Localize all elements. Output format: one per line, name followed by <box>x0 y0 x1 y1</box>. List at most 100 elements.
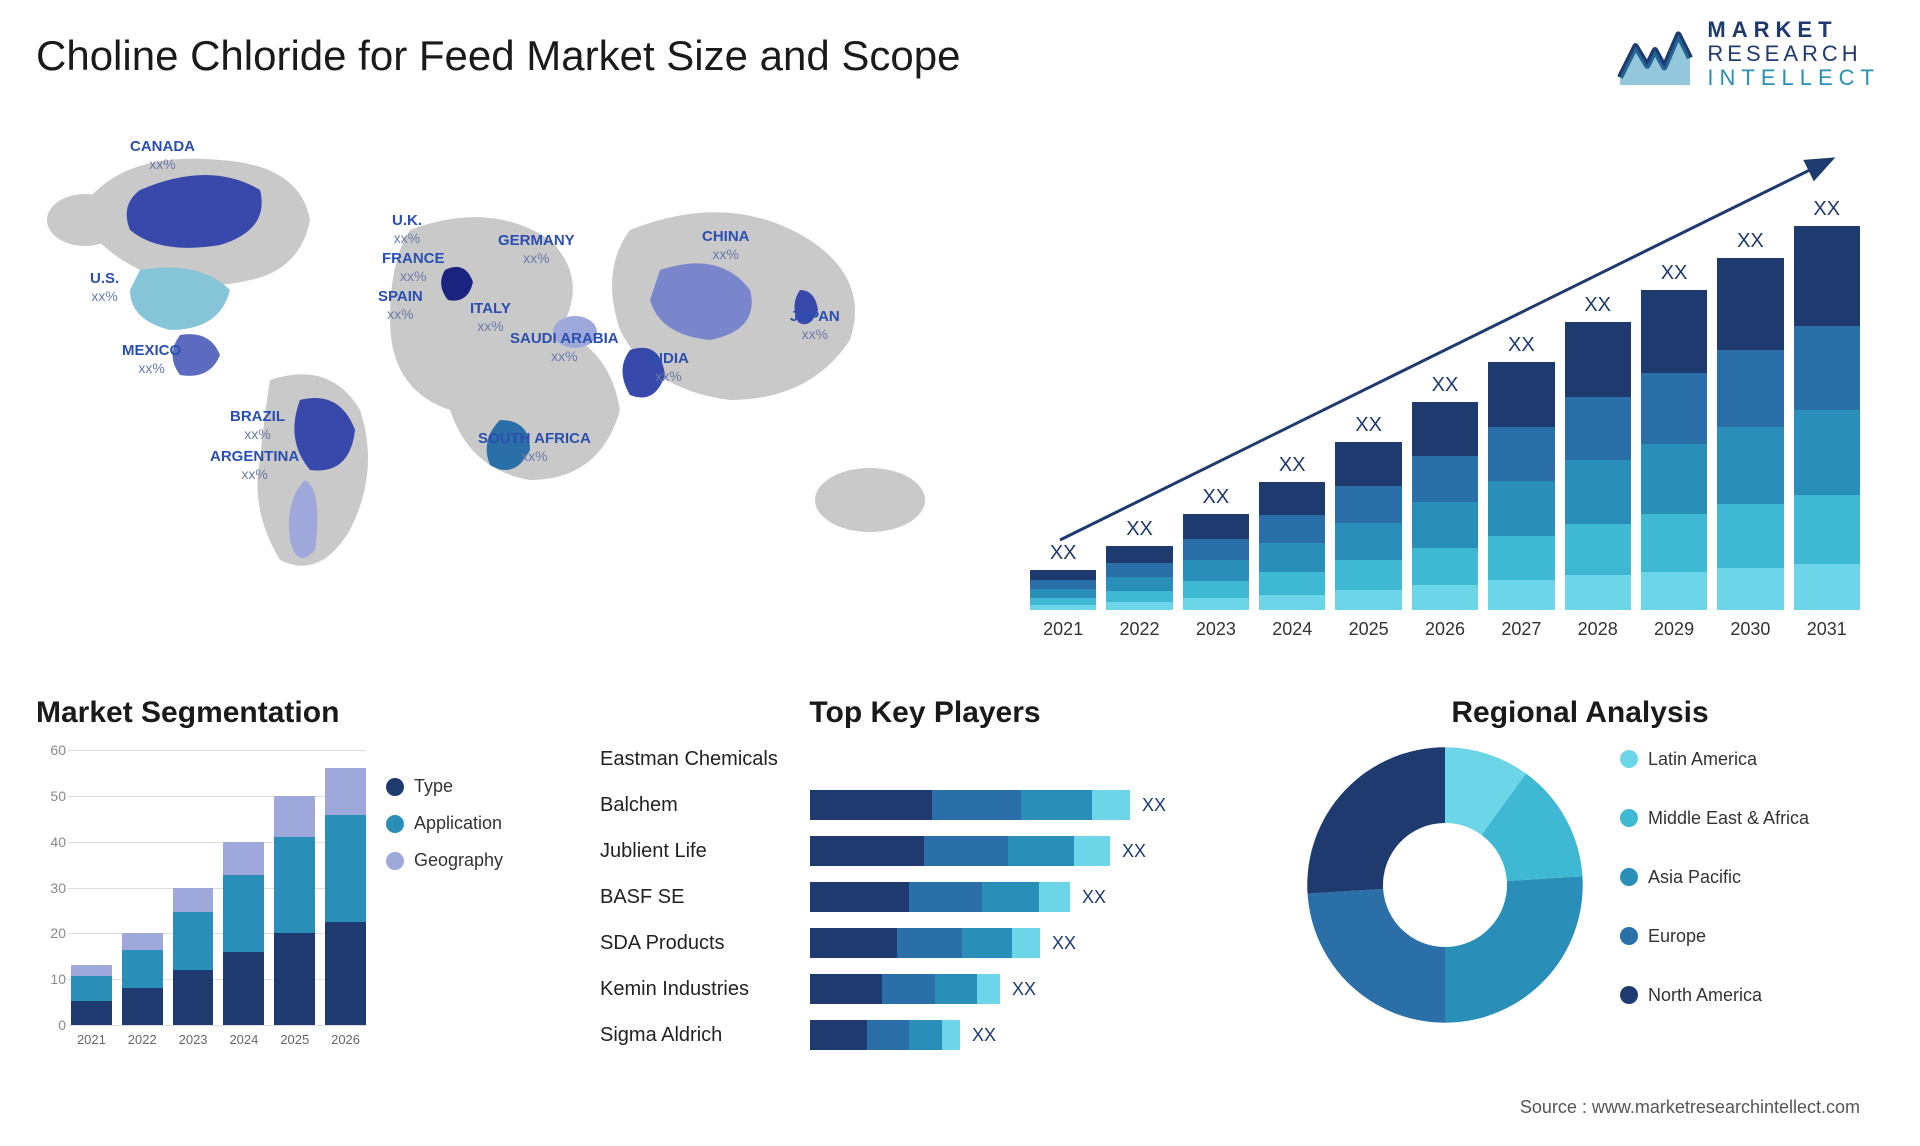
player-name: Sigma Aldrich <box>600 1024 810 1047</box>
player-bar <box>810 836 1110 866</box>
country-label: GERMANYxx% <box>498 232 575 267</box>
y-tick-label: 20 <box>36 925 66 941</box>
legend-item: Type <box>386 776 503 797</box>
bar-value-label: XX <box>1717 230 1783 253</box>
players-title: Top Key Players <box>600 696 1250 730</box>
main-bar: XX2029 <box>1641 290 1707 610</box>
region-legend-item: North America <box>1620 985 1809 1006</box>
player-value: XX <box>972 1025 996 1046</box>
player-value: XX <box>1082 887 1106 908</box>
player-name: Eastman Chemicals <box>600 748 810 771</box>
bar-value-label: XX <box>1106 518 1172 541</box>
main-bar: XX2025 <box>1335 442 1401 610</box>
main-bar-chart: XX2021XX2022XX2023XX2024XX2025XX2026XX20… <box>1030 140 1860 640</box>
bar-year-label: 2023 <box>1183 619 1249 640</box>
bar-value-label: XX <box>1030 542 1096 565</box>
bar-value-label: XX <box>1335 414 1401 437</box>
segmentation-panel: Market Segmentation 01020304050602021202… <box>36 696 556 1076</box>
bar-value-label: XX <box>1412 374 1478 397</box>
y-tick-label: 60 <box>36 742 66 758</box>
seg-bar: 2021 <box>71 965 112 1025</box>
seg-year-label: 2022 <box>122 1032 163 1047</box>
regional-legend: Latin AmericaMiddle East & AfricaAsia Pa… <box>1620 749 1809 1022</box>
player-row: Kemin IndustriesXX <box>600 970 1250 1008</box>
main-bar: XX2028 <box>1565 322 1631 610</box>
bar-value-label: XX <box>1641 262 1707 285</box>
segmentation-title: Market Segmentation <box>36 696 556 730</box>
country-label: SAUDI ARABIAxx% <box>510 330 619 365</box>
donut-slice <box>1307 747 1445 893</box>
bar-value-label: XX <box>1259 454 1325 477</box>
donut-slice <box>1445 876 1583 1022</box>
bar-year-label: 2021 <box>1030 619 1096 640</box>
country-label: FRANCExx% <box>382 250 445 285</box>
seg-year-label: 2026 <box>325 1032 366 1047</box>
bar-value-label: XX <box>1488 334 1554 357</box>
player-row: SDA ProductsXX <box>600 924 1250 962</box>
players-panel: Top Key Players Eastman Chemicals Balchem… <box>600 696 1250 1076</box>
player-bar <box>810 974 1000 1004</box>
player-bar <box>810 882 1070 912</box>
bar-year-label: 2029 <box>1641 619 1707 640</box>
seg-year-label: 2024 <box>223 1032 264 1047</box>
main-bar: XX2027 <box>1488 362 1554 610</box>
player-value: XX <box>1122 841 1146 862</box>
regional-panel: Regional Analysis Latin AmericaMiddle Ea… <box>1300 696 1860 1076</box>
seg-bar: 2025 <box>274 796 315 1025</box>
bar-year-label: 2022 <box>1106 619 1172 640</box>
player-name: Kemin Industries <box>600 978 810 1001</box>
player-bar <box>810 1020 960 1050</box>
region-legend-item: Middle East & Africa <box>1620 808 1809 829</box>
country-label: SOUTH AFRICAxx% <box>478 430 591 465</box>
country-label: MEXICOxx% <box>122 342 181 377</box>
main-bar: XX2024 <box>1259 482 1325 610</box>
y-tick-label: 0 <box>36 1017 66 1033</box>
page-title: Choline Chloride for Feed Market Size an… <box>36 32 961 80</box>
main-bar: XX2026 <box>1412 402 1478 610</box>
player-name: Balchem <box>600 794 810 817</box>
y-tick-label: 30 <box>36 880 66 896</box>
player-row: Sigma Aldrich XX <box>600 1016 1250 1054</box>
player-value: XX <box>1052 933 1076 954</box>
seg-bar: 2024 <box>223 842 264 1025</box>
y-tick-label: 50 <box>36 788 66 804</box>
bar-year-label: 2030 <box>1717 619 1783 640</box>
country-label: U.K.xx% <box>392 212 422 247</box>
bar-year-label: 2026 <box>1412 619 1478 640</box>
player-name: BASF SE <box>600 886 810 909</box>
region-legend-item: Asia Pacific <box>1620 867 1809 888</box>
logo-line2: RESEARCH <box>1707 42 1880 66</box>
player-bar <box>810 790 1130 820</box>
logo-line3: INTELLECT <box>1707 66 1880 90</box>
seg-bar: 2022 <box>122 933 163 1025</box>
world-map: CANADAxx%U.S.xx%MEXICOxx%BRAZILxx%ARGENT… <box>30 120 950 660</box>
seg-year-label: 2021 <box>71 1032 112 1047</box>
seg-year-label: 2023 <box>173 1032 214 1047</box>
segmentation-legend: Type Application Geography <box>386 776 503 887</box>
player-row: Jublient Life XX <box>600 832 1250 870</box>
legend-item: Geography <box>386 850 503 871</box>
legend-item: Application <box>386 813 503 834</box>
seg-bar: 2023 <box>173 888 214 1026</box>
bar-value-label: XX <box>1794 198 1860 221</box>
gridline <box>68 1025 366 1026</box>
country-label: SPAINxx% <box>378 288 423 323</box>
country-label: BRAZILxx% <box>230 408 285 443</box>
seg-bar: 2026 <box>325 768 366 1025</box>
main-bar: XX2022 <box>1106 546 1172 610</box>
regional-title: Regional Analysis <box>1300 696 1860 730</box>
bar-year-label: 2027 <box>1488 619 1554 640</box>
player-bar <box>810 928 1040 958</box>
bar-year-label: 2024 <box>1259 619 1325 640</box>
donut-slice <box>1308 889 1445 1023</box>
bar-value-label: XX <box>1183 486 1249 509</box>
main-bar: XX2023 <box>1183 514 1249 610</box>
player-row: BalchemXX <box>600 786 1250 824</box>
player-name: Jublient Life <box>600 840 810 863</box>
region-legend-item: Europe <box>1620 926 1809 947</box>
logo-line1: MARKET <box>1707 18 1880 42</box>
source-text: Source : www.marketresearchintellect.com <box>1520 1097 1860 1118</box>
country-label: CANADAxx% <box>130 138 195 173</box>
country-label: CHINAxx% <box>702 228 750 263</box>
bar-year-label: 2031 <box>1794 619 1860 640</box>
